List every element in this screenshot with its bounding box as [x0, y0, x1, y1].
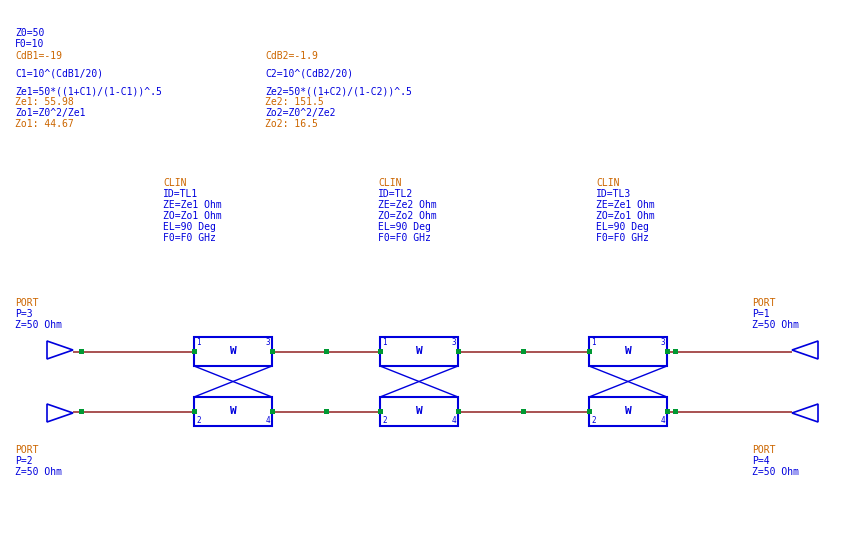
Bar	[672, 409, 677, 414]
Text: ID=TL3: ID=TL3	[596, 189, 632, 199]
Text: Z=50 Ohm: Z=50 Ohm	[15, 467, 62, 477]
Text: ZE=Ze2 Ohm: ZE=Ze2 Ohm	[378, 200, 436, 210]
Text: ID=TL1: ID=TL1	[163, 189, 198, 199]
Text: Ze2: 151.5: Ze2: 151.5	[265, 97, 324, 107]
Text: PORT: PORT	[752, 298, 776, 308]
Text: 2: 2	[591, 416, 595, 425]
Text: Z=50 Ohm: Z=50 Ohm	[752, 320, 799, 330]
Text: 1: 1	[382, 338, 386, 347]
Bar	[587, 349, 592, 354]
Bar	[455, 409, 461, 414]
Text: Z0=50: Z0=50	[15, 28, 44, 38]
Text: EL=90 Deg: EL=90 Deg	[596, 222, 649, 232]
Text: CdB2=-1.9: CdB2=-1.9	[265, 51, 318, 61]
Text: P=1: P=1	[752, 309, 770, 319]
Text: C1=10^(CdB1/20): C1=10^(CdB1/20)	[15, 69, 103, 79]
Text: CdB1=-19: CdB1=-19	[15, 51, 62, 61]
Text: 4: 4	[265, 416, 270, 425]
Text: 4: 4	[451, 416, 456, 425]
Text: ZE=Ze1 Ohm: ZE=Ze1 Ohm	[596, 200, 655, 210]
Text: W: W	[416, 406, 422, 417]
Bar	[192, 409, 196, 414]
Text: CLIN: CLIN	[378, 178, 402, 188]
Text: ZE=Ze1 Ohm: ZE=Ze1 Ohm	[163, 200, 222, 210]
Bar	[380, 397, 458, 426]
Text: Ze2=50*((1+C2)/(1-C2))^.5: Ze2=50*((1+C2)/(1-C2))^.5	[265, 87, 412, 97]
Text: ZO=Zo1 Ohm: ZO=Zo1 Ohm	[596, 211, 655, 221]
Text: P=3: P=3	[15, 309, 33, 319]
Text: 3: 3	[451, 338, 456, 347]
Text: CLIN: CLIN	[163, 178, 187, 188]
Text: Z=50 Ohm: Z=50 Ohm	[752, 467, 799, 477]
Text: W: W	[625, 347, 632, 356]
Bar	[79, 409, 84, 414]
Text: C2=10^(CdB2/20): C2=10^(CdB2/20)	[265, 69, 353, 79]
Text: Ze1=50*((1+C1)/(1-C1))^.5: Ze1=50*((1+C1)/(1-C1))^.5	[15, 87, 162, 97]
Bar	[520, 409, 525, 414]
Text: F0=10: F0=10	[15, 39, 44, 49]
Bar	[520, 349, 525, 354]
Text: 1: 1	[196, 338, 200, 347]
Text: F0=F0 GHz: F0=F0 GHz	[596, 233, 649, 243]
Text: PORT: PORT	[15, 298, 39, 308]
Text: Zo2: 16.5: Zo2: 16.5	[265, 119, 318, 129]
Text: 3: 3	[265, 338, 270, 347]
Bar	[664, 409, 670, 414]
Bar	[378, 409, 383, 414]
Text: EL=90 Deg: EL=90 Deg	[163, 222, 216, 232]
Text: Zo1=Z0^2/Ze1: Zo1=Z0^2/Ze1	[15, 108, 86, 118]
Text: 4: 4	[660, 416, 665, 425]
Bar	[378, 349, 383, 354]
Text: Zo1: 44.67: Zo1: 44.67	[15, 119, 73, 129]
Bar	[587, 409, 592, 414]
Text: F0=F0 GHz: F0=F0 GHz	[163, 233, 216, 243]
Bar	[455, 349, 461, 354]
Text: PORT: PORT	[15, 445, 39, 455]
Bar	[380, 337, 458, 366]
Text: ZO=Zo1 Ohm: ZO=Zo1 Ohm	[163, 211, 222, 221]
Text: CLIN: CLIN	[596, 178, 619, 188]
Text: F0=F0 GHz: F0=F0 GHz	[378, 233, 431, 243]
Text: W: W	[230, 406, 237, 417]
Text: Ze1: 55.98: Ze1: 55.98	[15, 97, 73, 107]
Bar	[589, 397, 667, 426]
Text: EL=90 Deg: EL=90 Deg	[378, 222, 431, 232]
Bar	[589, 337, 667, 366]
Text: W: W	[416, 347, 422, 356]
Text: P=4: P=4	[752, 456, 770, 466]
Bar	[664, 349, 670, 354]
Text: 3: 3	[660, 338, 665, 347]
Text: ZO=Zo2 Ohm: ZO=Zo2 Ohm	[378, 211, 436, 221]
Text: P=2: P=2	[15, 456, 33, 466]
Bar	[270, 349, 275, 354]
Bar	[194, 337, 272, 366]
Bar	[323, 409, 328, 414]
Bar	[270, 409, 275, 414]
Bar	[323, 349, 328, 354]
Text: 2: 2	[196, 416, 200, 425]
Text: 2: 2	[382, 416, 386, 425]
Text: W: W	[230, 347, 237, 356]
Bar	[672, 349, 677, 354]
Text: PORT: PORT	[752, 445, 776, 455]
Text: W: W	[625, 406, 632, 417]
Bar	[194, 397, 272, 426]
Text: Zo2=Z0^2/Ze2: Zo2=Z0^2/Ze2	[265, 108, 335, 118]
Bar	[79, 349, 84, 354]
Text: ID=TL2: ID=TL2	[378, 189, 413, 199]
Bar	[192, 349, 196, 354]
Text: 1: 1	[591, 338, 595, 347]
Text: Z=50 Ohm: Z=50 Ohm	[15, 320, 62, 330]
